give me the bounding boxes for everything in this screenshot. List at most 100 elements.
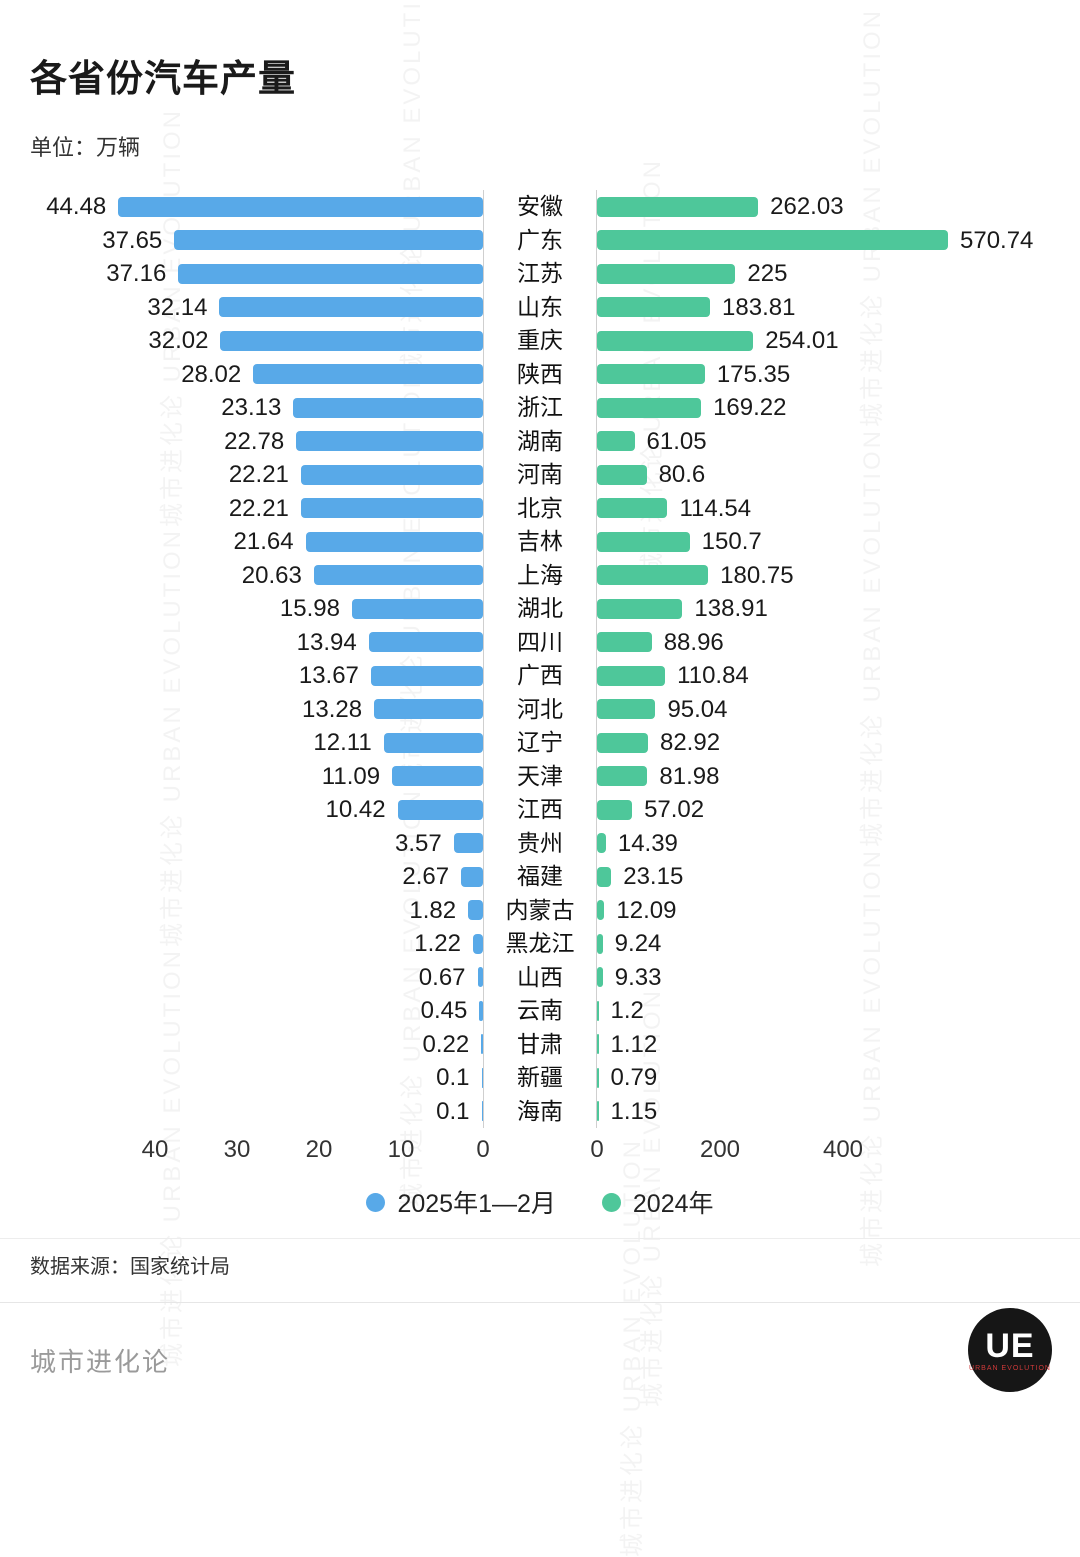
footer-brand: 城市进化论 <box>30 1347 171 1377</box>
bar-2024 <box>597 900 605 920</box>
category-label: 海南 <box>517 1097 563 1124</box>
category-label: 湖北 <box>517 595 563 621</box>
bar-2024 <box>597 1034 599 1054</box>
category-label: 湖南 <box>517 427 563 454</box>
bar-row: 22.21 河南 80.6 <box>0 458 1080 492</box>
axis-tick-label: 400 <box>822 1136 864 1163</box>
bar-2025 <box>219 297 483 317</box>
bar-row: 13.67 广西 110.84 <box>0 659 1080 693</box>
right-value-label: 57.02 <box>644 796 705 823</box>
left-value-label: 32.14 <box>147 293 208 321</box>
bar-2024 <box>597 196 759 217</box>
bar-row: 13.28 河北 95.04 <box>0 693 1080 727</box>
right-value-label: 14.39 <box>617 829 678 857</box>
category-label: 浙江 <box>517 394 563 420</box>
left-axis-line <box>483 190 484 1128</box>
legend-label-2024: 2024年 <box>632 1190 714 1218</box>
bar-2025 <box>220 330 483 351</box>
left-value-label: 22.21 <box>228 494 289 522</box>
right-value-label: 61.05 <box>646 427 707 455</box>
legend-dot-2025 <box>366 1192 386 1212</box>
left-value-label: 44.48 <box>46 193 107 220</box>
bar-2024 <box>597 1000 599 1021</box>
legend: 2025年1—2月 2024年 <box>0 1184 1080 1220</box>
bar-2024 <box>597 1101 599 1121</box>
left-value-label: 22.21 <box>228 461 289 488</box>
right-value-label: 183.81 <box>722 293 796 321</box>
bar-2025 <box>368 632 483 652</box>
bar-2025 <box>300 498 483 518</box>
bar-2025 <box>178 263 483 284</box>
right-value-label: 114.54 <box>679 494 752 522</box>
legend-label-2025: 2025年1—2月 <box>397 1190 556 1218</box>
bar-row: 3.57 贵州 14.39 <box>0 827 1080 861</box>
right-value-label: 1.2 <box>610 997 644 1024</box>
category-label: 广东 <box>517 226 563 253</box>
bar-2024 <box>597 397 702 418</box>
right-value-label: 95.04 <box>667 695 728 723</box>
right-value-label: 88.96 <box>663 628 724 656</box>
axis-tick-label: 10 <box>387 1136 415 1163</box>
right-value-label: 1.15 <box>610 1097 658 1125</box>
bar-row: 22.21 北京 114.54 <box>0 492 1080 526</box>
bar-2025 <box>174 230 483 250</box>
bar-2025 <box>370 665 483 686</box>
left-value-label: 13.67 <box>298 662 359 689</box>
bar-2025 <box>313 565 483 585</box>
left-value-label: 1.82 <box>409 896 457 924</box>
category-label: 辽宁 <box>517 729 563 755</box>
bar-2024 <box>597 565 709 585</box>
left-value-label: 13.94 <box>296 628 357 656</box>
category-label: 新疆 <box>517 1064 563 1090</box>
left-value-label: 10.42 <box>325 796 386 823</box>
bar-2025 <box>473 933 483 954</box>
bar-2025 <box>300 464 483 485</box>
category-label: 江苏 <box>517 260 563 286</box>
unit-label: 单位：万辆 <box>30 135 141 160</box>
left-value-label: 32.02 <box>148 327 209 354</box>
right-value-label: 254.01 <box>765 327 839 354</box>
left-value-label: 13.28 <box>302 695 363 723</box>
bar-2024 <box>597 799 633 820</box>
right-value-label: 23.15 <box>623 863 684 890</box>
left-value-label: 37.16 <box>106 260 167 287</box>
bar-2024 <box>597 364 705 384</box>
bar-2024 <box>597 866 612 887</box>
bar-2024 <box>597 464 647 485</box>
left-value-label: 0.45 <box>420 997 468 1024</box>
page-title: 各省份汽车产量 <box>30 58 296 99</box>
bar-2024 <box>597 598 683 619</box>
bar-row: 21.64 吉林 150.7 <box>0 525 1080 559</box>
right-value-label: 9.24 <box>614 930 662 957</box>
divider <box>0 1238 1080 1239</box>
right-value-label: 150.7 <box>701 528 762 555</box>
axis-tick-label: 200 <box>699 1136 741 1163</box>
left-value-label: 20.63 <box>241 561 302 589</box>
category-label: 河北 <box>517 695 563 722</box>
bar-2024 <box>597 230 948 250</box>
category-label: 安徽 <box>517 193 563 219</box>
bar-row: 1.82 内蒙古 12.09 <box>0 894 1080 928</box>
bar-2024 <box>597 933 603 954</box>
bar-row: 2.67 福建 23.15 <box>0 860 1080 894</box>
bar-2024 <box>597 498 668 518</box>
left-value-label: 0.22 <box>422 1030 470 1058</box>
category-label: 北京 <box>517 494 563 521</box>
bar-row: 32.02 重庆 254.01 <box>0 324 1080 358</box>
diverging-bar-chart: 44.48 安徽 262.03 37.65 广东 570.74 37.16 江苏 225 32.1… <box>0 190 1080 1128</box>
x-axis-ticks: 40 30 20 10 0 0 200 400 <box>0 1136 1080 1170</box>
category-label: 河南 <box>517 461 563 487</box>
category-label: 江西 <box>517 796 563 822</box>
left-value-label: 22.78 <box>224 427 285 455</box>
bar-2024 <box>597 330 754 351</box>
left-value-label: 2.67 <box>402 863 450 890</box>
bar-row: 0.1 新疆 0.79 <box>0 1061 1080 1095</box>
category-label: 上海 <box>517 561 563 588</box>
bar-2025 <box>296 431 483 451</box>
bar-row: 15.98 湖北 138.91 <box>0 592 1080 626</box>
bar-2024 <box>597 833 606 853</box>
left-value-label: 37.65 <box>102 226 163 254</box>
bar-2024 <box>597 431 635 451</box>
right-axis-line <box>596 190 597 1128</box>
right-value-label: 81.98 <box>659 762 720 790</box>
